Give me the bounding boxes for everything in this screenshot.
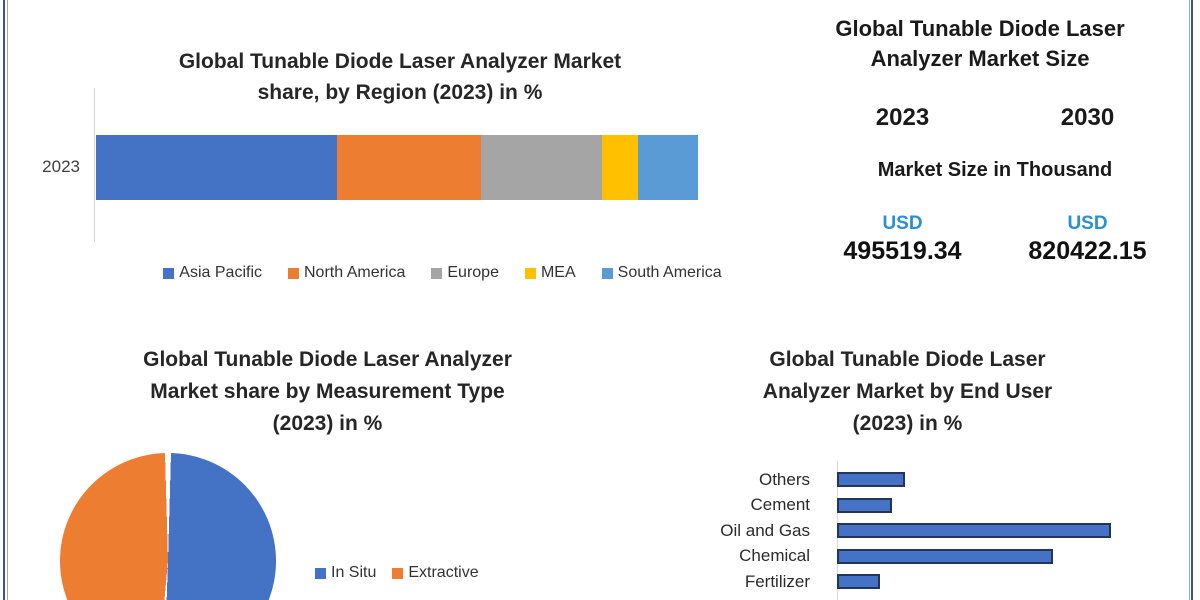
legend-swatch-extractive <box>392 567 404 579</box>
legend-item-south-america: South America <box>601 264 722 282</box>
market-size-value-2030: 820422.15 <box>1028 237 1147 265</box>
measurement-chart-legend: In Situ Extractive <box>315 564 479 582</box>
frame-border-right-inner <box>1189 0 1190 600</box>
region-chart-title: Global Tunable Diode Laser Analyzer Mark… <box>78 46 722 108</box>
enduser-label-chemical: Chemical <box>739 546 810 566</box>
market-size-values-row: 495519.34 820422.15 <box>810 237 1180 266</box>
legend-label-mea: MEA <box>540 264 576 281</box>
legend-item-north-america: North America <box>288 264 405 282</box>
legend-label-asia-pacific: Asia Pacific <box>179 264 262 281</box>
enduser-bar-cement <box>837 497 892 513</box>
enduser-bar-rows: Others Cement Oil and Gas Chemical Fertilize… <box>690 467 1190 595</box>
legend-swatch-europe <box>431 267 443 279</box>
legend-item-europe: Europe <box>431 264 499 282</box>
legend-swatch-mea <box>524 267 536 279</box>
legend-item-in-situ: In Situ <box>315 564 376 582</box>
enduser-bar-fertilizer <box>837 574 880 590</box>
legend-swatch-asia-pacific <box>163 267 175 279</box>
region-chart-title-line1: Global Tunable Diode Laser Analyzer Mark… <box>178 50 622 73</box>
measurement-title-line3: (2023) in % <box>272 412 383 435</box>
year-2030-label: 2030 <box>1060 104 1115 131</box>
market-size-title-line1: Global Tunable Diode Laser <box>835 16 1125 41</box>
enduser-title-line3: (2023) in % <box>852 412 963 435</box>
legend-swatch-in-situ <box>315 567 326 579</box>
enduser-bar-others <box>837 472 905 488</box>
enduser-row-chemical: Chemical <box>690 544 1190 570</box>
enduser-row-fertilizer: Fertilizer <box>690 569 1190 595</box>
region-bar-segment-south-america <box>637 135 699 200</box>
legend-item-extractive: Extractive <box>392 564 479 582</box>
region-bar-segment-mea <box>601 135 638 200</box>
enduser-bar-chemical <box>837 548 1053 564</box>
region-chart-category-label: 2023 <box>42 157 80 176</box>
measurement-title-line2: Market share by Measurement Type <box>150 380 505 403</box>
frame-border-right <box>1191 0 1193 600</box>
currency-row: USD USD <box>810 213 1180 235</box>
enduser-title-line1: Global Tunable Diode Laser <box>769 348 1046 371</box>
measurement-pie-chart <box>60 453 276 600</box>
enduser-row-oil-and-gas: Oil and Gas <box>690 518 1190 544</box>
region-chart-legend: Asia Pacific North America Europe MEA South … <box>120 264 765 282</box>
measurement-title-line1: Global Tunable Diode Laser Analyzer <box>143 348 512 371</box>
region-chart-y-axis <box>94 88 95 242</box>
enduser-row-others: Others <box>690 467 1190 493</box>
legend-item-mea: MEA <box>524 264 576 282</box>
legend-item-asia-pacific: Asia Pacific <box>163 264 262 282</box>
enduser-label-cement: Cement <box>750 495 810 515</box>
enduser-bar-oil-and-gas <box>837 523 1111 539</box>
market-size-title-line2: Analyzer Market Size <box>870 46 1090 71</box>
year-2023-label: 2023 <box>875 104 930 131</box>
market-size-value-2023: 495519.34 <box>843 237 962 265</box>
region-stacked-bar <box>96 135 699 200</box>
region-bar-segment-asia-pacific <box>96 135 337 200</box>
enduser-label-fertilizer: Fertilizer <box>744 571 810 591</box>
legend-swatch-south-america <box>601 267 613 279</box>
currency-label-2030: USD <box>1067 213 1108 234</box>
measurement-chart-title: Global Tunable Diode Laser Analyzer Mark… <box>90 344 565 440</box>
market-size-subtitle: Market Size in Thousand <box>877 159 1113 181</box>
legend-label-extractive: Extractive <box>408 564 479 581</box>
enduser-chart-title: Global Tunable Diode Laser Analyzer Mark… <box>670 344 1145 440</box>
currency-label-2023: USD <box>882 213 923 234</box>
enduser-label-oil-and-gas: Oil and Gas <box>720 520 810 540</box>
frame-border-left <box>3 0 5 600</box>
legend-label-europe: Europe <box>447 264 499 281</box>
legend-label-north-america: North America <box>304 264 406 281</box>
legend-label-south-america: South America <box>617 264 722 281</box>
legend-label-in-situ: In Situ <box>331 564 377 581</box>
market-size-years-row: 2023 2030 <box>810 104 1180 132</box>
enduser-label-others: Others <box>758 469 810 489</box>
market-size-panel-title: Global Tunable Diode Laser Analyzer Mark… <box>770 14 1190 74</box>
enduser-row-cement: Cement <box>690 493 1190 519</box>
region-bar-segment-europe <box>481 135 602 200</box>
frame-border-left-inner <box>7 0 8 600</box>
enduser-title-line2: Analyzer Market by End User <box>762 380 1053 403</box>
legend-swatch-north-america <box>288 267 299 279</box>
region-chart-title-line2: share, by Region (2023) in % <box>257 81 543 104</box>
region-bar-segment-north-america <box>336 135 482 200</box>
